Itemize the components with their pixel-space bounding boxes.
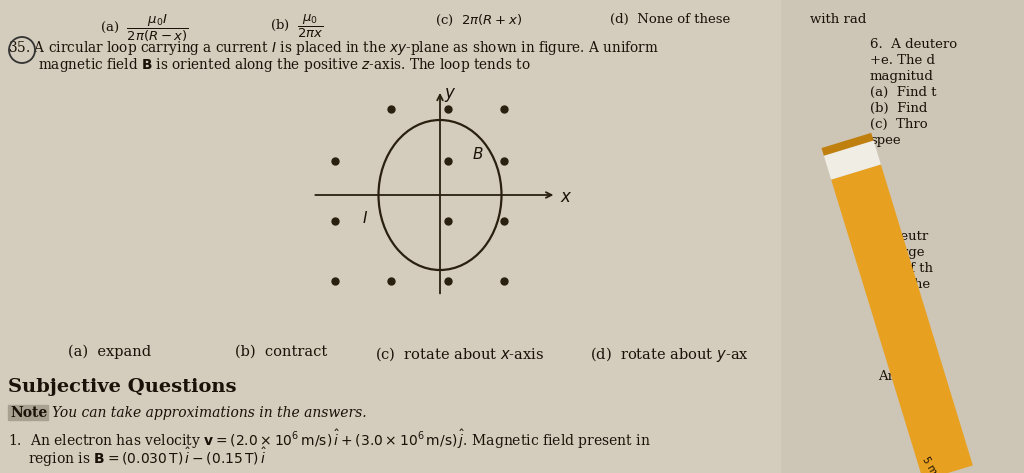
Text: (a)  $\dfrac{\mu_0 I}{2\pi(R-x)}$: (a) $\dfrac{\mu_0 I}{2\pi(R-x)}$ [100,13,188,44]
Text: (b)  contract: (b) contract [234,345,328,359]
Text: magnitud: magnitud [870,70,934,83]
Bar [8,405,48,420]
Text: with rad: with rad [810,13,866,26]
Text: $B$: $B$ [472,146,483,162]
Text: (c)  $2\pi(R+x)$: (c) $2\pi(R+x)$ [435,13,522,28]
Text: (b)  The: (b) The [878,278,930,291]
Text: $y$: $y$ [443,86,457,104]
Text: charge: charge [878,246,925,259]
Text: +e. The d: +e. The d [870,54,935,67]
Text: spee: spee [870,134,901,147]
Text: (d)  rotate about $y$-ax: (d) rotate about $y$-ax [590,345,749,364]
Text: (b)  Find: (b) Find [870,102,928,115]
Bar [0,0,780,473]
Text: (d)  None of these: (d) None of these [610,13,730,26]
Text: (c)  Thro: (c) Thro [870,118,928,131]
Text: 35. A circular loop carrying a current $I$ is placed in the $xy$-plane as shown : 35. A circular loop carrying a current $… [8,39,658,57]
Text: (c)  rotate about $x$-axis: (c) rotate about $x$-axis [375,345,545,363]
Text: (a)  expand: (a) expand [68,345,152,359]
Polygon shape [821,133,873,156]
Text: (b)  $\dfrac{\mu_0}{2\pi x}$: (b) $\dfrac{\mu_0}{2\pi x}$ [270,13,324,40]
Text: (a)  Find t: (a) Find t [870,86,937,99]
Text: 1.  An electron has velocity $\mathbf{v} = (2.0\times10^6\,\mathrm{m/s})\,\hat{i: 1. An electron has velocity $\mathbf{v} … [8,428,651,451]
Text: 5 mm: 5 mm [920,455,943,473]
Text: You can take approximations in the answers.: You can take approximations in the answe… [52,406,367,420]
Text: magnetic field $\mathbf{B}$ is oriented along the positive $z$-axis. The loop te: magnetic field $\mathbf{B}$ is oriented … [38,56,530,74]
Text: region is $\mathbf{B} = (0.030\,\mathrm{T})\,\hat{i}-(0.15\,\mathrm{T})\,\hat{i}: region is $\mathbf{B} = (0.030\,\mathrm{… [28,446,267,469]
Polygon shape [831,165,973,473]
Text: Note: Note [10,406,47,420]
Text: $I$: $I$ [361,210,368,226]
Text: (a)  If th: (a) If th [878,262,933,275]
Text: A neutr: A neutr [878,230,928,243]
Text: Subjective Questions: Subjective Questions [8,378,237,396]
Text: 6.  A deutero: 6. A deutero [870,38,957,51]
Polygon shape [824,140,881,180]
Text: lat: lat [878,294,896,307]
Text: $x$: $x$ [560,189,572,205]
Text: An ele: An ele [878,370,921,383]
